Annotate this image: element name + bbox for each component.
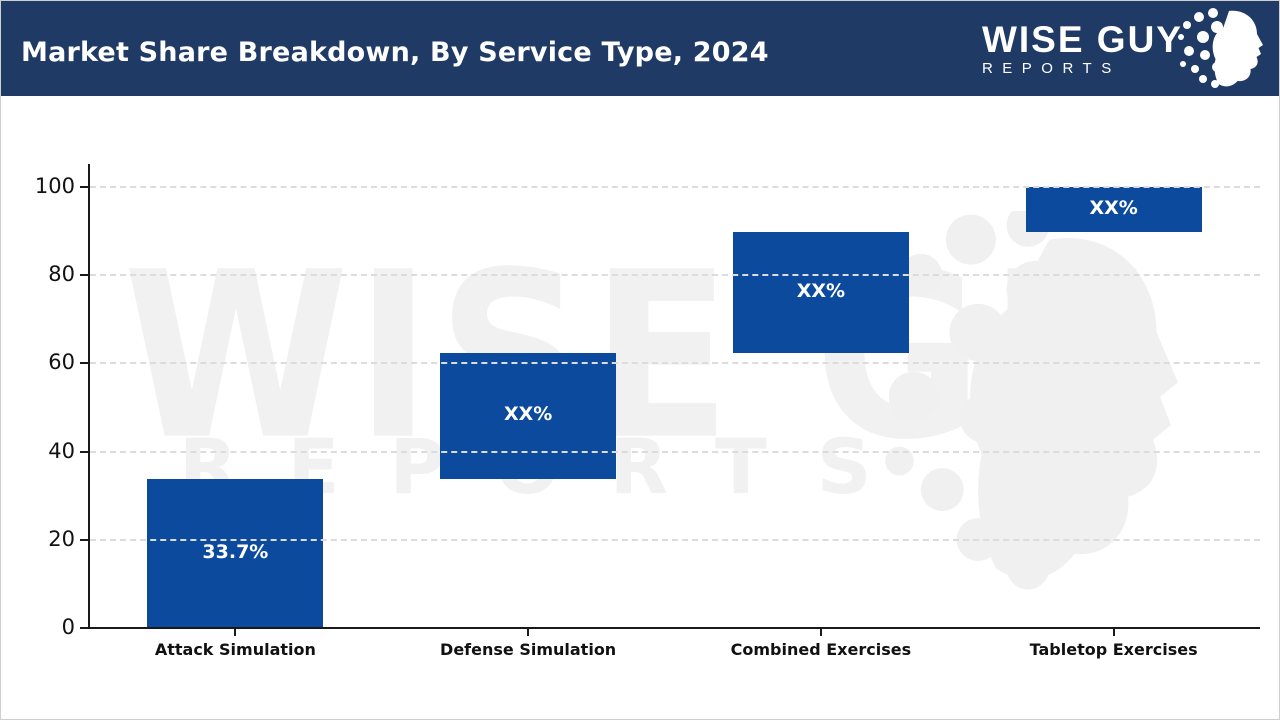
x-axis-category-label: Combined Exercises bbox=[730, 640, 912, 659]
x-axis-line bbox=[88, 627, 1260, 629]
logo-wordmark-line1: WISE GUY bbox=[981, 18, 1183, 60]
x-tick-2 bbox=[819, 629, 822, 636]
bar-value-label: XX% bbox=[796, 279, 846, 302]
y-tick-label: 0 bbox=[61, 615, 75, 639]
gridline-40 bbox=[90, 450, 1260, 453]
x-tick-0 bbox=[234, 629, 237, 636]
y-tick-label: 40 bbox=[48, 438, 75, 463]
x-axis-category-label: Defense Simulation bbox=[440, 640, 617, 659]
y-tick-label: 100 bbox=[34, 174, 75, 198]
logo-wordmark: WISE GUY REPORTS bbox=[981, 18, 1183, 78]
bar-defense-simulation bbox=[440, 353, 617, 480]
bar-value-label: XX% bbox=[1089, 196, 1138, 219]
logo-wordmark-line2: REPORTS bbox=[981, 60, 1121, 78]
wise-guy-reports-logo: WISE GUY REPORTS bbox=[982, 7, 1265, 91]
y-tick-label: 60 bbox=[48, 350, 75, 375]
x-axis-category-label: Attack Simulation bbox=[154, 640, 316, 659]
y-tick-60 bbox=[80, 362, 88, 365]
x-tick-3 bbox=[1112, 629, 1115, 636]
y-tick-label: 20 bbox=[48, 526, 75, 551]
y-tick-0 bbox=[80, 627, 88, 629]
y-tick-label: 80 bbox=[48, 262, 75, 287]
gridline-80 bbox=[90, 274, 1260, 277]
dotted-head-logo-icon bbox=[1178, 8, 1263, 88]
page-title: Market Share Breakdown, By Service Type,… bbox=[21, 37, 769, 68]
gridline-60 bbox=[90, 362, 1260, 365]
y-tick-100 bbox=[80, 186, 88, 188]
header-band: Market Share Breakdown, By Service Type,… bbox=[1, 1, 1279, 96]
bar-value-label: 33.7% bbox=[202, 540, 269, 563]
bar-tabletop-exercises bbox=[1025, 187, 1202, 233]
y-axis-line bbox=[88, 164, 90, 629]
bar-attack-simulation bbox=[147, 479, 324, 628]
x-axis-category-label: Tabletop Exercises bbox=[1029, 640, 1198, 659]
y-tick-20 bbox=[80, 538, 88, 541]
gridline-20 bbox=[90, 538, 1260, 541]
y-tick-80 bbox=[80, 274, 88, 277]
y-tick-40 bbox=[80, 450, 88, 453]
bar-value-label: XX% bbox=[503, 403, 553, 426]
x-tick-1 bbox=[527, 629, 530, 636]
watermark-dotted-head-icon bbox=[878, 211, 1178, 590]
bar-combined-exercises bbox=[732, 232, 909, 354]
gridline-100 bbox=[90, 186, 1260, 188]
